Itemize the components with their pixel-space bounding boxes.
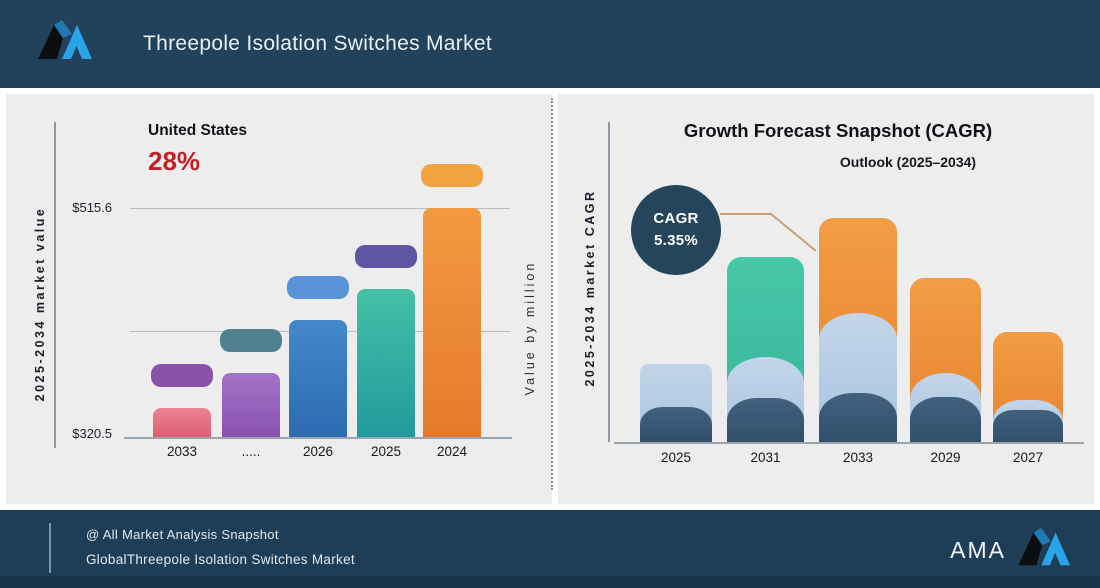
bar-segment <box>640 407 712 442</box>
bar-cap <box>220 329 282 352</box>
value-by-million-label: Value by million <box>523 260 537 396</box>
bar-segment <box>993 410 1063 442</box>
x-tick-label: 2024 <box>436 444 468 459</box>
bar-cap <box>287 276 349 299</box>
bar-2029 <box>910 278 981 442</box>
footer-brand-text: AMA <box>950 537 1006 563</box>
left-chart-panel: 2025-2034 market value $515.6 $320.5 Uni… <box>6 94 552 504</box>
y-tick-top: $515.6 <box>72 200 112 215</box>
footer-ama-logo-icon <box>1016 525 1078 576</box>
left-y-axis-line <box>54 122 56 448</box>
y-tick-bottom: $320.5 <box>72 426 112 441</box>
right-y-axis-line <box>608 122 610 442</box>
footer-bottom-strip <box>0 576 1100 588</box>
page-title: Threepole Isolation Switches Market <box>143 32 492 55</box>
x-tick-label: ..... <box>241 444 261 459</box>
right-chart-panel: Growth Forecast Snapshot (CAGR) Outlook … <box>558 94 1094 504</box>
left-chart-title: United States <box>148 122 248 139</box>
right-chart-subtitle: Outlook (2025–2034) <box>839 154 977 170</box>
bar-2026 <box>289 320 347 437</box>
right-chart-title: Growth Forecast Snapshot (CAGR) <box>683 120 993 141</box>
right-x-axis-line <box>614 442 1084 444</box>
left-x-axis-line <box>124 437 512 439</box>
app-footer: @ All Market Analysis Snapshot GlobalThr… <box>0 510 1100 588</box>
x-tick-label: 2025 <box>660 450 692 465</box>
bar-2033 <box>819 218 897 442</box>
bar-segment <box>910 397 981 442</box>
bar-2033 <box>153 408 211 437</box>
gridline-top <box>130 208 510 209</box>
x-tick-label: 2031 <box>750 450 781 465</box>
left-chart-highlight: 28% <box>148 146 201 176</box>
bar-cap <box>151 364 213 387</box>
footer-line1: @ All Market Analysis Snapshot <box>86 527 279 542</box>
x-tick-label: 2025 <box>370 444 402 459</box>
left-bars: 2033..... 2026 2025 2024 <box>6 94 552 504</box>
x-tick-label: 2027 <box>1012 450 1044 465</box>
x-tick-label: 2033 <box>166 444 198 459</box>
footer-brand: AMA <box>950 525 1078 576</box>
app-header: Threepole Isolation Switches Market <box>0 0 1100 88</box>
bar-2025 <box>640 364 712 442</box>
cagr-badge-line1: CAGR <box>653 210 699 228</box>
bar-2031 <box>727 257 804 442</box>
bar-cap <box>421 164 483 187</box>
bar-cap <box>355 245 417 268</box>
ama-logo-icon <box>36 17 100 70</box>
cagr-badge-line2: 5.35% <box>653 232 699 249</box>
panel-divider <box>551 98 553 490</box>
x-tick-label: 2026 <box>302 444 334 459</box>
bar-2025 <box>357 289 415 437</box>
footer-divider-line <box>49 523 51 573</box>
right-bars: 2025 2031 2033 2029 2027 <box>558 94 1094 504</box>
cagr-badge: CAGR 5.35% <box>631 185 721 275</box>
content-area: 2025-2034 market value $515.6 $320.5 Uni… <box>0 88 1100 510</box>
bar-..... <box>222 373 280 437</box>
bar-segment <box>819 393 897 442</box>
bar-2024 <box>423 208 481 437</box>
x-tick-label: 2033 <box>842 450 874 465</box>
x-tick-label: 2029 <box>930 450 961 465</box>
footer-line2: GlobalThreepole Isolation Switches Marke… <box>86 552 355 567</box>
bar-segment <box>727 398 804 442</box>
bar-2027 <box>993 332 1063 442</box>
